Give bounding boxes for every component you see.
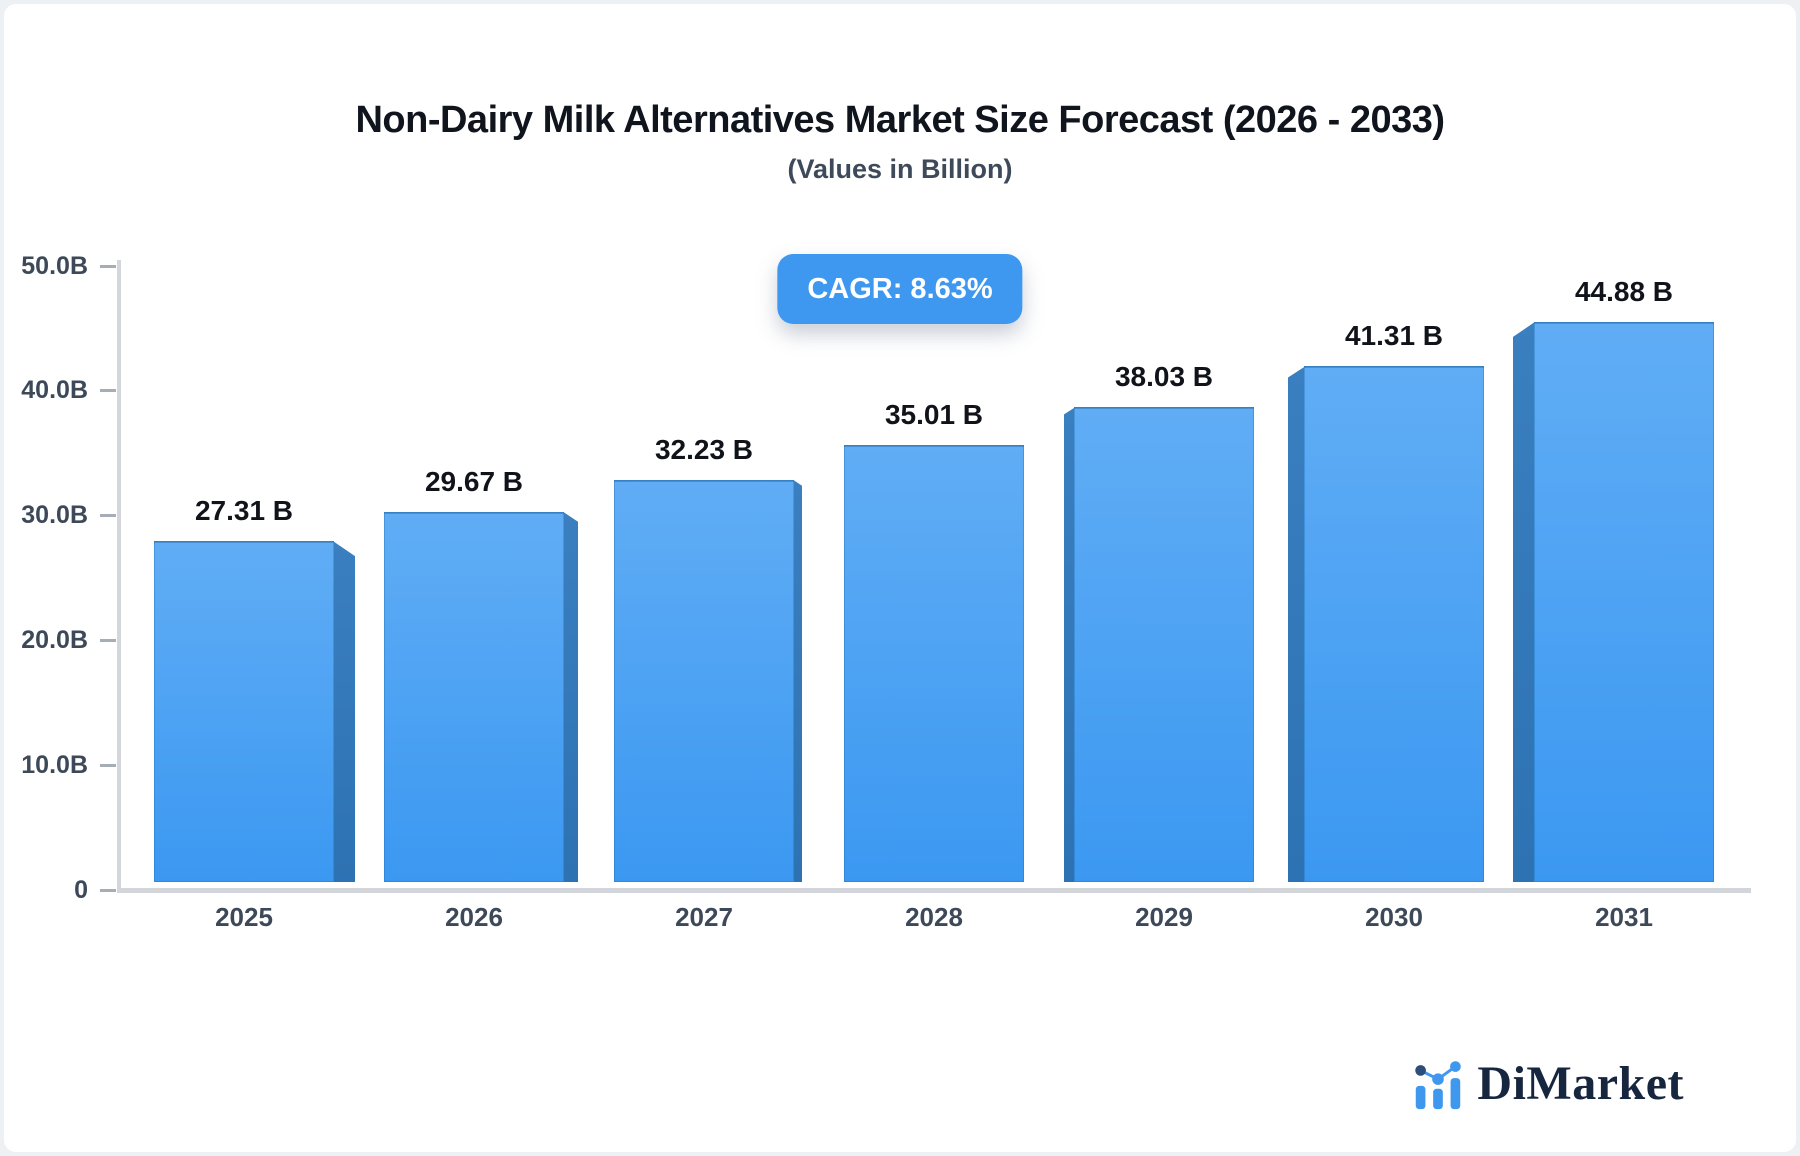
y-axis-line xyxy=(117,260,121,890)
bar-value-label: 32.23 B xyxy=(654,433,754,465)
y-axis-tick-mark xyxy=(100,264,116,268)
bar-side-face xyxy=(1513,321,1535,882)
bar-value-label: 41.31 B xyxy=(1344,320,1444,352)
bar-value-label: 35.01 B xyxy=(884,399,984,431)
y-axis-tick: 50.0B xyxy=(4,252,116,280)
x-axis-label: 2025 xyxy=(215,902,273,932)
y-axis-tick: 20.0B xyxy=(4,626,116,654)
bar-front-face xyxy=(1304,366,1484,882)
x-axis-label: 2030 xyxy=(1365,902,1423,932)
y-axis-tick-label: 20.0B xyxy=(21,625,88,654)
bar-front-face xyxy=(1074,407,1254,882)
bar-front-face xyxy=(154,541,334,882)
bar-2025 xyxy=(154,541,355,882)
y-axis-tick: 40.0B xyxy=(4,376,116,405)
brand-chart-icon xyxy=(1415,1061,1462,1110)
y-axis-tick: 10.0B xyxy=(4,751,116,779)
bar-front-face xyxy=(384,511,564,882)
chart-card: Non-Dairy Milk Alternatives Market Size … xyxy=(4,4,1796,1152)
cagr-badge-label: CAGR: 8.63% xyxy=(807,272,993,305)
x-axis-label: 2029 xyxy=(1135,902,1193,932)
x-axis-label: 2026 xyxy=(445,902,503,932)
x-axis-label: 2031 xyxy=(1595,902,1653,932)
bar-value-label: 27.31 B xyxy=(194,495,294,527)
cagr-badge: CAGR: 8.63% xyxy=(777,254,1023,324)
bar-side-face xyxy=(1064,407,1075,882)
y-axis-tick-mark xyxy=(100,888,116,892)
bar-2030 xyxy=(1288,366,1484,882)
y-axis-tick-label: 50.0B xyxy=(21,251,88,280)
bar-side-face xyxy=(333,541,355,882)
y-axis-tick-label: 30.0B xyxy=(21,501,88,530)
bar-value-label: 38.03 B xyxy=(1114,361,1214,393)
y-axis-tick: 0 xyxy=(4,876,116,904)
x-axis-label: 2027 xyxy=(675,902,733,932)
y-axis-tick-mark xyxy=(100,389,116,393)
brand-logo: DiMarket xyxy=(1409,1054,1684,1112)
bar-side-face xyxy=(793,479,802,882)
chart-title: Non-Dairy Milk Alternatives Market Size … xyxy=(355,99,1445,141)
y-axis-tick-label: 40.0B xyxy=(21,376,88,405)
brand-name: DiMarket xyxy=(1477,1056,1684,1110)
bar-side-face xyxy=(563,511,578,882)
y-axis-tick-mark xyxy=(100,638,116,642)
y-axis-tick-mark xyxy=(100,514,116,518)
bar-front-face xyxy=(844,445,1024,882)
y-axis-tick: 30.0B xyxy=(4,501,116,530)
chart-subtitle: (Values in Billion) xyxy=(787,154,1013,184)
bar-chart: 50.0B 40.0B 30.0B 20.0B 10.0B 0 27.31 B 2025 29.… xyxy=(4,4,1796,1152)
bar-2026 xyxy=(384,511,578,882)
bar-2028 xyxy=(844,445,1024,882)
y-axis-tick-mark xyxy=(100,763,116,767)
bar-2031 xyxy=(1513,321,1714,882)
bar-front-face xyxy=(614,479,794,882)
x-axis-label: 2028 xyxy=(905,902,963,932)
x-axis-line xyxy=(117,888,1751,893)
bar-side-face xyxy=(1288,366,1305,882)
bar-value-label: 44.88 B xyxy=(1574,275,1674,307)
bar-value-label: 29.67 B xyxy=(424,465,524,497)
y-axis-tick-label: 10.0B xyxy=(21,750,88,779)
bar-2027 xyxy=(614,479,802,882)
bar-front-face xyxy=(1534,321,1714,882)
y-axis-tick-label: 0 xyxy=(74,875,88,904)
bar-2029 xyxy=(1064,407,1254,882)
